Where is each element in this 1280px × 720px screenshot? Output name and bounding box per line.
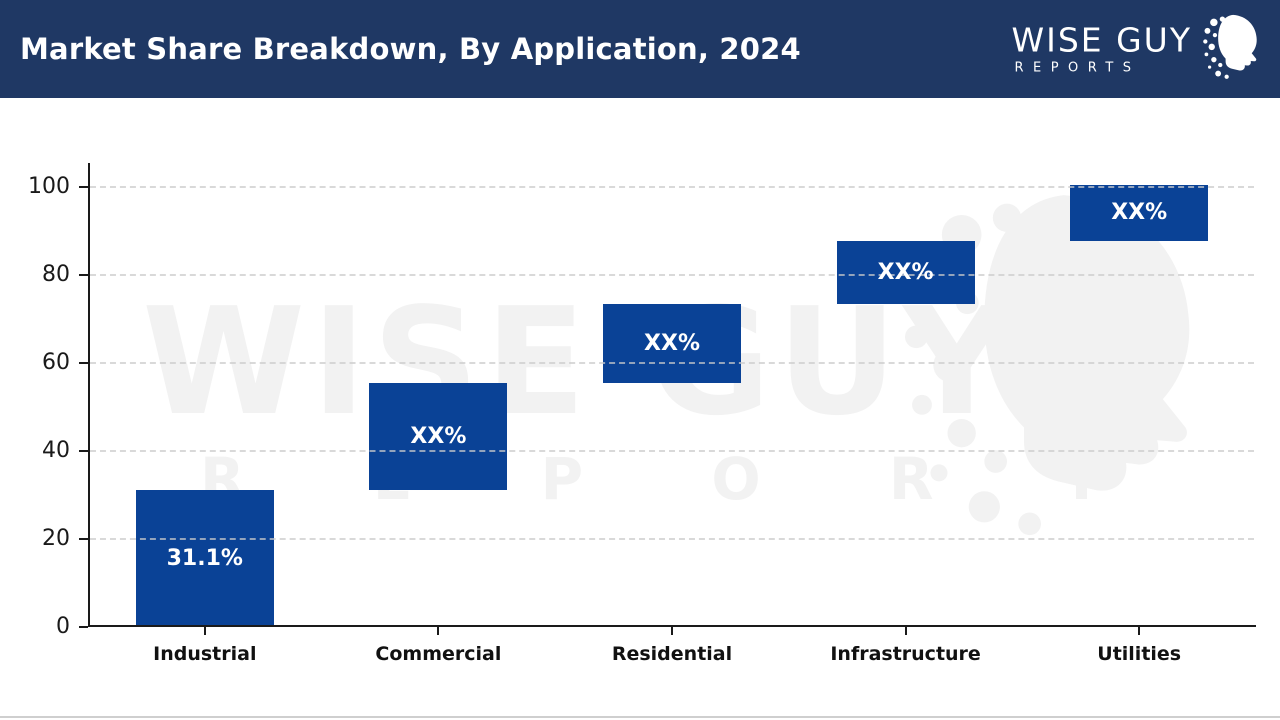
bar-value-label-utilities: XX% bbox=[1111, 200, 1168, 226]
y-tick-label-80: 80 bbox=[42, 262, 70, 287]
watermark-subtext: R E P O R T S bbox=[200, 445, 1101, 566]
x-category-label-utilities: Utilities bbox=[1097, 643, 1182, 665]
gridline-y-20 bbox=[90, 538, 1254, 540]
x-category-label-commercial: Commercial bbox=[375, 643, 502, 665]
y-tick-100 bbox=[79, 186, 88, 188]
bar-residential bbox=[603, 303, 741, 383]
bar-value-label-commercial: XX% bbox=[410, 423, 467, 449]
y-tick-20 bbox=[79, 538, 88, 540]
y-tick-label-0: 0 bbox=[56, 614, 70, 639]
gridline-y-40 bbox=[90, 450, 1254, 452]
y-tick-80 bbox=[79, 274, 88, 276]
chart-title: Market Share Breakdown, By Application, … bbox=[20, 32, 801, 66]
x-category-label-residential: Residential bbox=[611, 643, 733, 665]
bar-commercial bbox=[369, 382, 508, 491]
bar-value-label-residential: XX% bbox=[644, 330, 700, 356]
wiseguy-logo: WISE GUY REPORTS bbox=[1011, 12, 1264, 87]
y-tick-label-20: 20 bbox=[42, 526, 70, 551]
x-axis-line bbox=[88, 625, 1256, 627]
chart-canvas: WISE GUY R E P O R T S 02040608010031.1%… bbox=[0, 98, 1280, 716]
logo-subtext: REPORTS bbox=[1014, 60, 1141, 75]
x-category-label-infrastructure: Infrastructure bbox=[830, 643, 981, 665]
logo-text: WISE GUY REPORTS bbox=[1011, 23, 1192, 75]
y-tick-label-60: 60 bbox=[42, 350, 70, 375]
bar-industrial bbox=[135, 490, 274, 627]
bar-value-label-industrial: 31.1% bbox=[166, 546, 243, 572]
y-axis-line bbox=[88, 163, 90, 627]
gridline-y-100 bbox=[90, 186, 1254, 188]
wiseguy-face-icon bbox=[1203, 14, 1257, 79]
bar-infrastructure bbox=[836, 241, 975, 304]
gridline-y-80 bbox=[90, 274, 1254, 276]
x-tick-industrial bbox=[203, 627, 206, 635]
bar-value-label-infrastructure: XX% bbox=[877, 259, 934, 285]
y-tick-label-40: 40 bbox=[42, 438, 70, 463]
x-tick-residential bbox=[671, 627, 673, 635]
bottom-divider bbox=[0, 716, 1280, 718]
x-tick-utilities bbox=[1138, 627, 1141, 635]
y-tick-60 bbox=[79, 362, 88, 364]
y-tick-40 bbox=[79, 450, 88, 452]
y-tick-label-100: 100 bbox=[28, 174, 70, 199]
bar-utilities bbox=[1070, 184, 1209, 242]
x-tick-commercial bbox=[437, 627, 440, 635]
y-tick-0 bbox=[79, 626, 88, 628]
gridline-y-60 bbox=[90, 362, 1254, 364]
x-tick-infrastructure bbox=[904, 627, 907, 635]
logo-wordmark: WISE GUY bbox=[1011, 20, 1192, 59]
header-banner: Market Share Breakdown, By Application, … bbox=[0, 0, 1280, 98]
x-category-label-industrial: Industrial bbox=[153, 643, 257, 665]
plot-area: 0 20 40 60 80 100 31.1% Industrial XX% Commercial… bbox=[28, 163, 1256, 665]
